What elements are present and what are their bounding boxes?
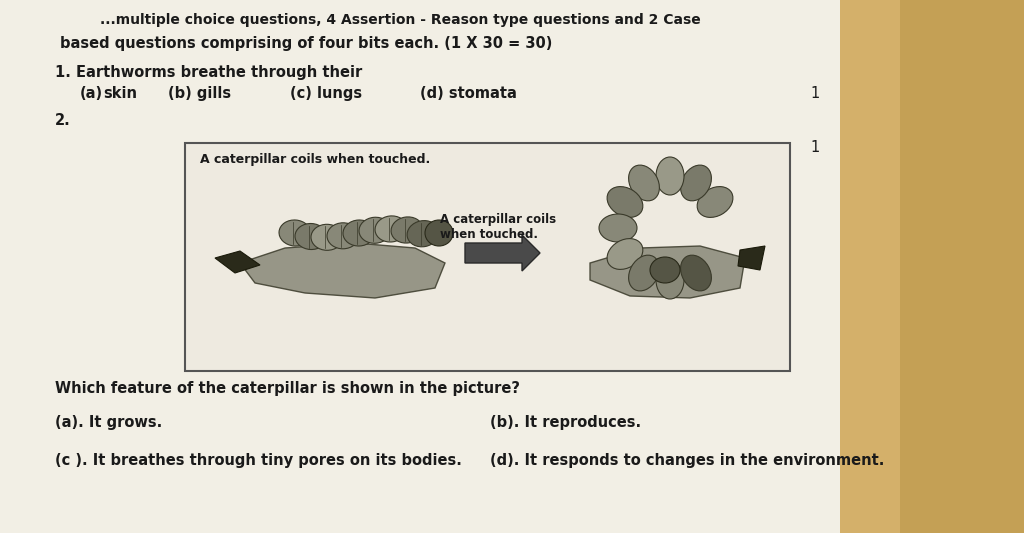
- Ellipse shape: [629, 255, 659, 291]
- Text: (b) gills: (b) gills: [168, 86, 231, 101]
- Text: A caterpillar coils: A caterpillar coils: [440, 213, 556, 226]
- Text: (c) lungs: (c) lungs: [290, 86, 362, 101]
- Bar: [185, 143, 790, 371]
- Ellipse shape: [295, 223, 327, 249]
- Ellipse shape: [629, 165, 659, 201]
- Text: 2.: 2.: [55, 113, 71, 128]
- Text: (d) stomata: (d) stomata: [420, 86, 517, 101]
- Ellipse shape: [599, 214, 637, 242]
- Polygon shape: [590, 246, 745, 298]
- Ellipse shape: [359, 217, 391, 243]
- Ellipse shape: [607, 239, 643, 269]
- Polygon shape: [738, 246, 765, 270]
- Ellipse shape: [391, 217, 423, 243]
- Ellipse shape: [681, 255, 712, 291]
- Text: based questions comprising of four bits each. (1 X 30 = 30): based questions comprising of four bits …: [60, 36, 552, 51]
- Text: Which feature of the caterpillar is shown in the picture?: Which feature of the caterpillar is show…: [55, 381, 520, 396]
- Polygon shape: [240, 243, 445, 298]
- Ellipse shape: [607, 187, 643, 217]
- Ellipse shape: [375, 216, 407, 242]
- Bar: [0, 0, 840, 533]
- Ellipse shape: [425, 220, 453, 246]
- Polygon shape: [465, 235, 540, 271]
- Text: (a). It grows.: (a). It grows.: [55, 415, 162, 430]
- Text: (a): (a): [80, 86, 103, 101]
- Text: (c ). It breathes through tiny pores on its bodies.: (c ). It breathes through tiny pores on …: [55, 453, 462, 468]
- Bar: [840, 0, 900, 533]
- Text: when touched.: when touched.: [440, 228, 538, 241]
- Text: skin: skin: [103, 86, 137, 101]
- Ellipse shape: [343, 220, 375, 246]
- Polygon shape: [215, 251, 260, 273]
- Ellipse shape: [650, 257, 680, 283]
- Text: 1. Earthworms breathe through their: 1. Earthworms breathe through their: [55, 65, 362, 80]
- Ellipse shape: [327, 223, 359, 249]
- Ellipse shape: [697, 187, 733, 217]
- Text: 1: 1: [811, 86, 820, 101]
- Ellipse shape: [311, 224, 343, 251]
- Ellipse shape: [656, 261, 684, 299]
- Text: (b). It reproduces.: (b). It reproduces.: [490, 415, 641, 430]
- Ellipse shape: [656, 157, 684, 195]
- Bar: [840, 0, 1024, 533]
- Ellipse shape: [408, 221, 439, 247]
- Text: (d). It responds to changes in the environment.: (d). It responds to changes in the envir…: [490, 453, 885, 468]
- Text: ...multiple choice questions, 4 Assertion - Reason type questions and 2 Case: ...multiple choice questions, 4 Assertio…: [100, 13, 700, 27]
- Ellipse shape: [681, 165, 712, 201]
- Text: A caterpillar coils when touched.: A caterpillar coils when touched.: [200, 153, 430, 166]
- Text: 1: 1: [811, 140, 820, 155]
- Ellipse shape: [279, 220, 311, 246]
